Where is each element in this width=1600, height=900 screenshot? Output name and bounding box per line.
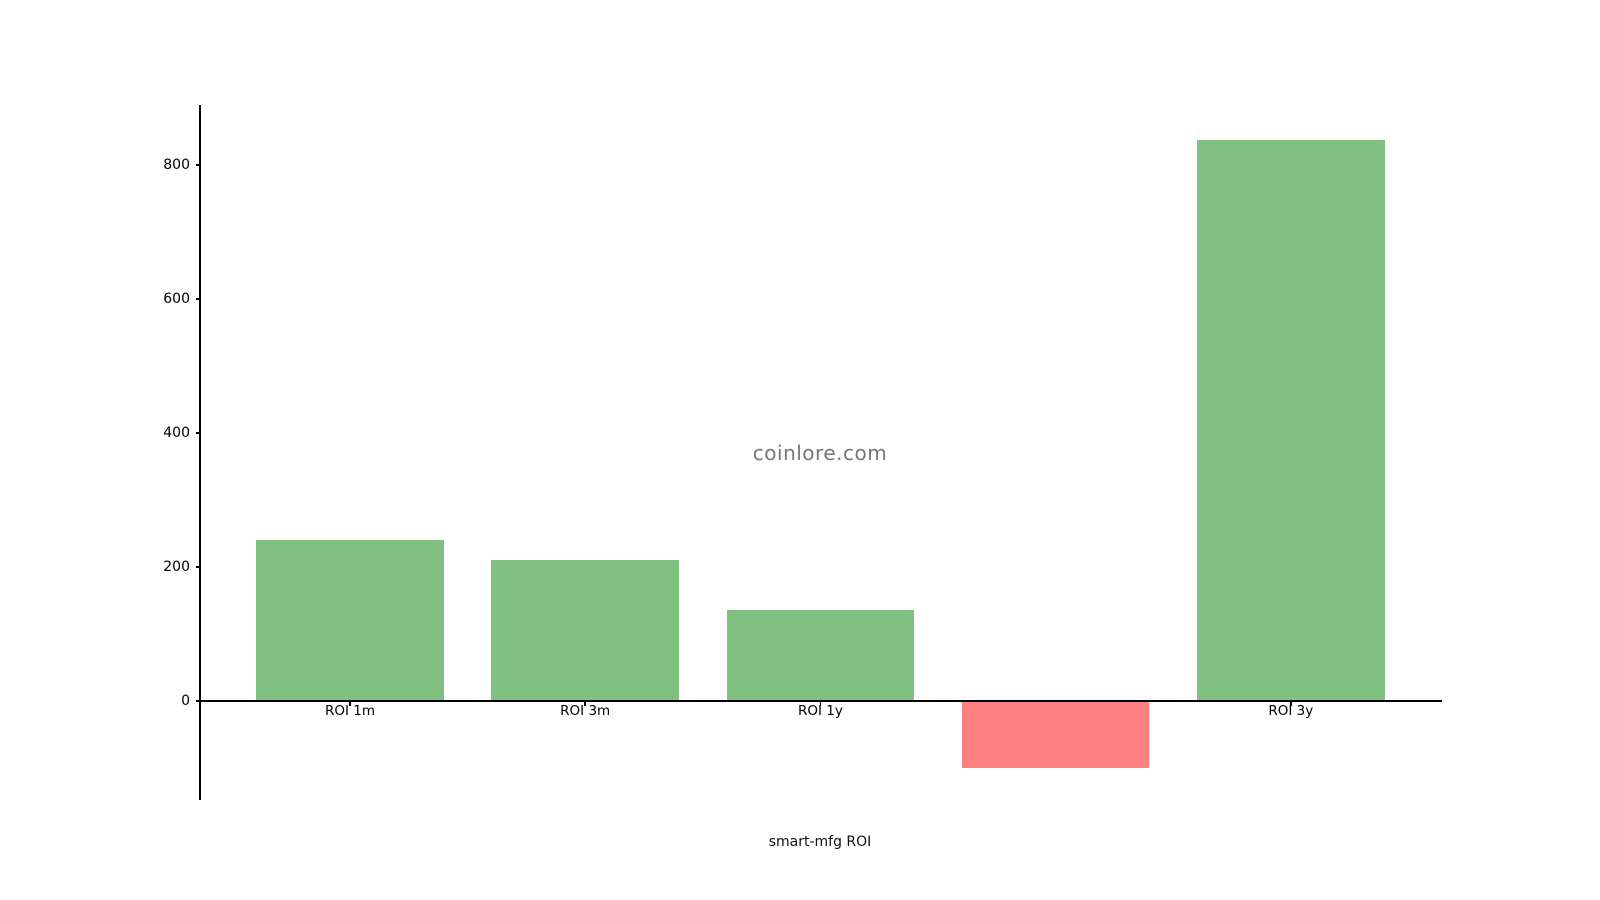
x-tick-mark <box>1290 701 1292 706</box>
x-tick-mark <box>349 701 351 706</box>
x-tick-mark <box>819 701 822 706</box>
y-tick-label: 600 <box>163 291 190 307</box>
x-axis-line <box>199 700 1442 702</box>
y-axis-line <box>199 105 201 800</box>
y-tick-mark <box>195 566 200 568</box>
x-tick-label: ROI 3y <box>1268 703 1314 719</box>
y-tick-mark <box>195 298 200 300</box>
x-tick-label: ROI 1m <box>324 703 376 719</box>
bar-positive <box>1197 139 1385 701</box>
x-tick-label: ROI 1y <box>797 703 843 719</box>
y-tick-label: 0 <box>181 693 190 709</box>
y-tick-mark <box>195 164 200 166</box>
y-tick-label: 800 <box>163 157 190 173</box>
bar-positive <box>491 560 679 701</box>
y-tick-label: 200 <box>163 559 190 575</box>
x-tick-label: ROI 3m <box>560 703 611 719</box>
x-tick-mark <box>584 701 586 706</box>
y-tick-label: 400 <box>163 425 190 441</box>
x-axis-title: smart-mfg ROI <box>768 834 872 850</box>
y-tick-mark <box>195 432 200 434</box>
watermark-text: coinlore.com <box>752 441 888 465</box>
bar-negative <box>961 701 1150 768</box>
y-tick-mark <box>195 700 200 702</box>
bar-positive <box>256 540 444 701</box>
bar-positive <box>726 609 915 701</box>
